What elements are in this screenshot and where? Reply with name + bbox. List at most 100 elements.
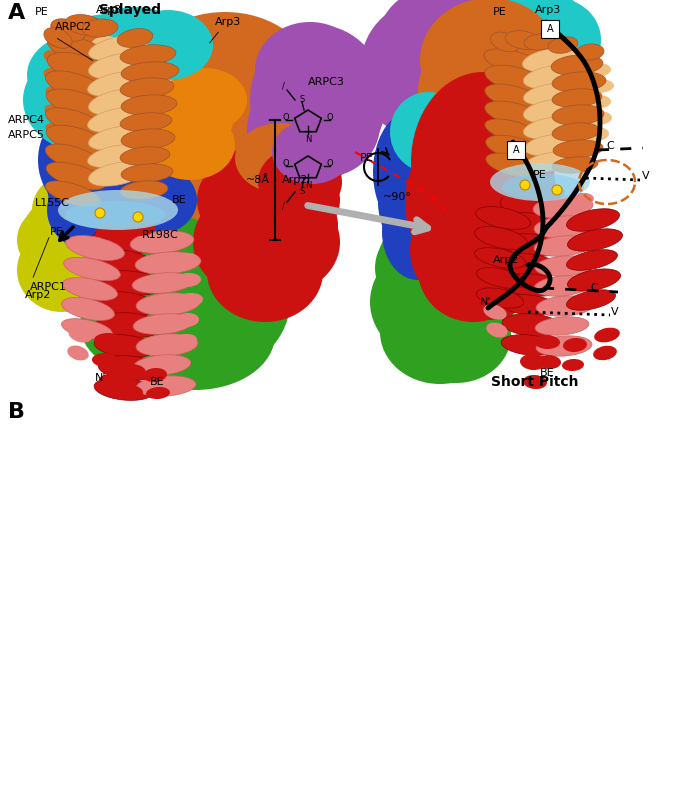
Ellipse shape (143, 368, 167, 382)
Ellipse shape (120, 44, 220, 120)
Text: PE: PE (360, 153, 374, 163)
Ellipse shape (534, 216, 596, 238)
Ellipse shape (250, 25, 386, 175)
Ellipse shape (553, 140, 603, 158)
Ellipse shape (91, 36, 119, 52)
Ellipse shape (436, 220, 540, 320)
Ellipse shape (535, 317, 589, 335)
Ellipse shape (32, 170, 128, 250)
Text: ~8Å: ~8Å (246, 175, 270, 185)
Ellipse shape (150, 110, 290, 210)
Ellipse shape (534, 276, 590, 296)
Ellipse shape (523, 117, 575, 139)
Ellipse shape (20, 192, 124, 288)
Ellipse shape (87, 71, 146, 97)
Text: O: O (283, 159, 290, 169)
Ellipse shape (382, 184, 454, 280)
Ellipse shape (567, 290, 616, 310)
Ellipse shape (500, 193, 566, 218)
Text: L155C: L155C (35, 198, 70, 208)
Text: PE: PE (35, 7, 49, 17)
Text: PE: PE (533, 170, 546, 180)
Text: N': N' (480, 297, 492, 307)
Ellipse shape (502, 314, 562, 336)
Text: S: S (300, 187, 304, 197)
Text: Short Pitch: Short Pitch (492, 375, 579, 389)
Text: Arp2: Arp2 (282, 175, 308, 185)
Ellipse shape (96, 270, 164, 295)
Ellipse shape (47, 35, 108, 65)
Ellipse shape (552, 157, 598, 174)
Ellipse shape (428, 77, 558, 207)
Ellipse shape (548, 37, 578, 54)
Ellipse shape (118, 364, 146, 380)
Ellipse shape (46, 162, 106, 190)
Ellipse shape (162, 68, 188, 82)
Ellipse shape (486, 153, 538, 177)
FancyBboxPatch shape (541, 20, 559, 38)
Ellipse shape (500, 234, 564, 256)
Ellipse shape (552, 122, 600, 142)
Ellipse shape (47, 168, 143, 252)
Ellipse shape (523, 66, 580, 89)
Ellipse shape (477, 288, 523, 308)
Ellipse shape (593, 346, 617, 360)
Ellipse shape (120, 45, 176, 66)
Ellipse shape (45, 123, 66, 137)
Text: BE: BE (172, 195, 186, 205)
Text: N': N' (95, 373, 106, 383)
Ellipse shape (43, 68, 66, 84)
Ellipse shape (375, 220, 485, 316)
Ellipse shape (47, 112, 163, 252)
Ellipse shape (146, 42, 170, 58)
Ellipse shape (163, 83, 313, 187)
Ellipse shape (101, 383, 115, 393)
Ellipse shape (576, 44, 604, 60)
Ellipse shape (88, 162, 146, 186)
Ellipse shape (272, 120, 352, 184)
Text: ARPC2: ARPC2 (55, 22, 92, 32)
Ellipse shape (370, 242, 506, 362)
Ellipse shape (45, 144, 103, 172)
Ellipse shape (522, 48, 578, 72)
Ellipse shape (562, 359, 584, 371)
Ellipse shape (485, 119, 539, 143)
Circle shape (95, 208, 105, 218)
Ellipse shape (567, 229, 622, 251)
Ellipse shape (567, 250, 618, 270)
Ellipse shape (82, 19, 118, 37)
Ellipse shape (566, 193, 594, 207)
Ellipse shape (89, 35, 147, 61)
Ellipse shape (65, 201, 165, 229)
Ellipse shape (192, 225, 268, 285)
Text: S: S (300, 95, 304, 105)
Ellipse shape (85, 45, 215, 145)
Ellipse shape (207, 222, 323, 322)
Ellipse shape (583, 127, 609, 141)
Ellipse shape (500, 294, 558, 315)
Ellipse shape (137, 12, 313, 148)
Ellipse shape (410, 192, 526, 308)
Ellipse shape (113, 165, 197, 235)
Ellipse shape (235, 123, 325, 193)
Circle shape (552, 185, 562, 195)
Ellipse shape (45, 181, 101, 207)
Text: V: V (642, 171, 650, 181)
Text: B: B (8, 402, 25, 422)
Ellipse shape (42, 14, 178, 110)
Ellipse shape (45, 86, 66, 102)
Text: BE: BE (540, 368, 555, 378)
Ellipse shape (43, 50, 66, 66)
Ellipse shape (280, 35, 380, 125)
Ellipse shape (195, 45, 315, 135)
Ellipse shape (378, 150, 454, 254)
Ellipse shape (400, 0, 516, 100)
Ellipse shape (145, 110, 235, 180)
Ellipse shape (501, 334, 557, 355)
Ellipse shape (421, 167, 545, 297)
Ellipse shape (484, 49, 542, 75)
Text: PE: PE (493, 7, 506, 17)
Ellipse shape (395, 37, 505, 133)
Ellipse shape (270, 73, 380, 177)
Text: /: / (281, 202, 285, 210)
